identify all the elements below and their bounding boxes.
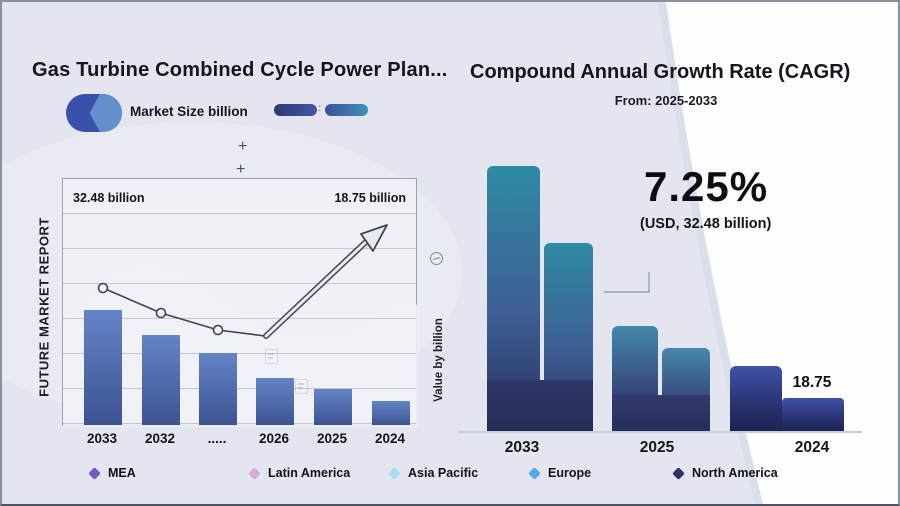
bar-2033-base <box>487 380 593 433</box>
bar-2032 <box>142 335 180 425</box>
market-size-logo-icon <box>66 94 122 132</box>
left-chart-title: Gas Turbine Combined Cycle Power Plan... <box>32 59 448 81</box>
x-label-2026: 2026 <box>258 431 290 446</box>
legend-label: MEA <box>108 466 136 480</box>
bar-2033 <box>84 310 122 425</box>
legend-label: Asia Pacific <box>408 466 479 480</box>
cagr-value: 7.25% <box>644 163 769 210</box>
bar-2024 <box>372 401 410 425</box>
x-label-2025: 2025 <box>639 439 675 456</box>
x-label-2033: 2033 <box>86 431 118 446</box>
plus-decor-icon: + <box>238 138 248 155</box>
legend-label: Latin America <box>268 466 351 480</box>
diamond-marker-icon <box>88 466 101 480</box>
step-line-decor <box>604 272 650 293</box>
x-label-2024: 2024 <box>794 439 830 456</box>
diamond-marker-icon <box>388 466 401 480</box>
right-chart-title: Compound Annual Growth Rate (CAGR) <box>470 61 851 83</box>
trend-line-arrow <box>97 224 388 339</box>
x-label-2025: 2025 <box>316 431 348 446</box>
x-axis-line <box>458 431 862 433</box>
bar-dots <box>199 353 237 425</box>
cagr-chart: 18.75 2033 2025 2024 <box>458 162 862 462</box>
x-label-2033: 2033 <box>504 439 540 456</box>
plus-decor-icon: + <box>236 161 246 178</box>
diamond-marker-icon <box>672 466 685 480</box>
right-chart-subtitle: From: 2025-2033 <box>614 93 718 108</box>
circle-minus-icon <box>428 250 445 267</box>
bar-2024-back <box>730 366 782 433</box>
document-icon <box>295 379 308 394</box>
brand-watermark: FUTURE MARKET REPORT <box>36 217 52 397</box>
annotation-start-value: 32.48 billion <box>73 191 145 205</box>
bar-2026 <box>256 378 294 425</box>
ratio-separator: : <box>318 103 322 114</box>
legend-item-latin-america: Latin America <box>248 466 351 480</box>
x-label-2024: 2024 <box>374 431 406 446</box>
ratio-pill-gradient <box>325 104 368 116</box>
bar-2025-base <box>612 395 710 433</box>
x-label-2032: 2032 <box>144 431 176 446</box>
diamond-marker-icon <box>528 466 541 480</box>
legend-item-asia-pacific: Asia Pacific <box>388 466 479 480</box>
bar-value-18-75: 18.75 <box>792 374 832 391</box>
annotation-end-value: 18.75 billion <box>334 191 406 205</box>
market-size-label: Market Size billion <box>130 104 248 119</box>
bar-2025 <box>314 389 352 425</box>
logo-facet <box>89 94 122 132</box>
legend-item-north-america: North America <box>672 466 778 480</box>
bar-2024-front <box>782 398 844 433</box>
diamond-marker-icon <box>248 466 261 480</box>
legend-label: Europe <box>548 466 592 480</box>
legend-item-mea: MEA <box>88 466 136 480</box>
ratio-pill-dark <box>274 104 317 116</box>
market-size-chart: 32.48 billion 18.75 billion <box>62 178 418 427</box>
legend-label: North America <box>692 466 778 480</box>
value-axis-label: Value by billion <box>433 318 445 402</box>
legend-item-europe: Europe <box>528 466 592 480</box>
x-label-dots: ..... <box>207 431 227 446</box>
cagr-detail: (USD, 32.48 billion) <box>640 216 772 232</box>
document-icon <box>265 349 278 364</box>
